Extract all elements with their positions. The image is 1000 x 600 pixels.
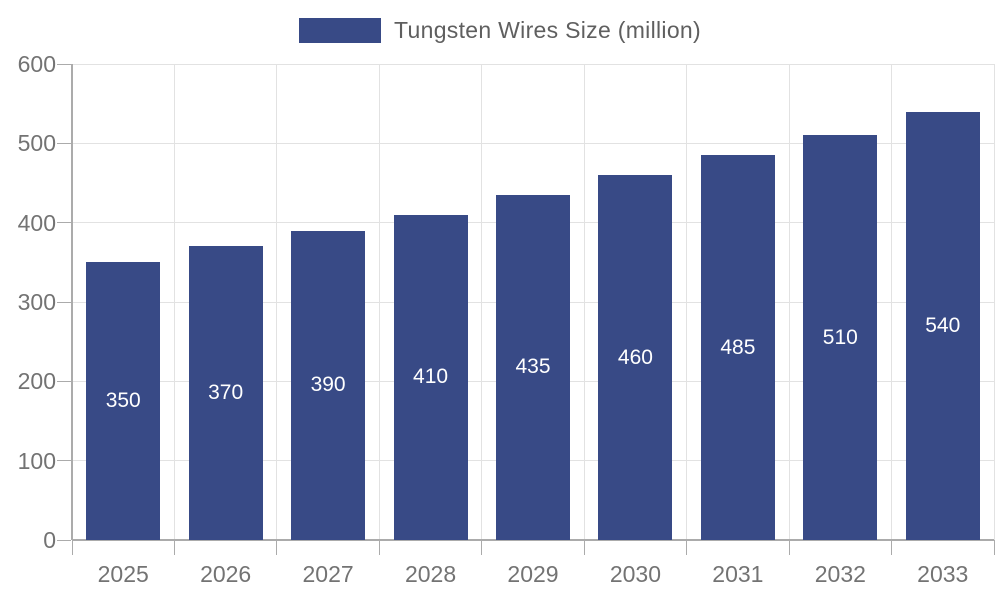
y-axis-tick xyxy=(57,222,71,224)
bar: 510 xyxy=(803,135,878,540)
gridline-vertical xyxy=(686,64,688,540)
bar: 540 xyxy=(905,111,980,540)
y-axis-tick xyxy=(57,63,71,65)
y-axis-tick xyxy=(57,460,71,462)
gridline-vertical xyxy=(481,64,483,540)
x-axis-tick xyxy=(173,540,175,555)
bar-value-label: 540 xyxy=(925,313,961,337)
bar-value-label: 485 xyxy=(720,335,756,359)
gridline-vertical xyxy=(276,64,278,540)
bar-value-label: 410 xyxy=(413,365,449,389)
gridline-vertical xyxy=(583,64,585,540)
x-tick-label: 2025 xyxy=(97,561,149,587)
bar: 410 xyxy=(393,214,468,540)
x-tick-label: 2031 xyxy=(712,561,764,587)
bar-value-label: 460 xyxy=(617,345,653,369)
legend[interactable]: Tungsten Wires Size (million) xyxy=(0,17,1000,44)
bar-value-label: 350 xyxy=(105,389,141,413)
bar-value-label: 435 xyxy=(515,355,551,379)
x-tick-label: 2030 xyxy=(609,561,662,587)
gridline-vertical xyxy=(993,64,995,540)
gridline-vertical xyxy=(891,64,893,540)
x-axis-tick xyxy=(583,540,585,555)
y-axis-line xyxy=(71,64,73,540)
gridline-vertical xyxy=(378,64,380,540)
bar: 370 xyxy=(188,246,263,540)
x-tick-label: 2029 xyxy=(507,561,559,587)
legend-swatch xyxy=(299,18,382,43)
gridline-vertical xyxy=(173,64,175,540)
x-tick-label: 2033 xyxy=(917,561,969,587)
bar: 435 xyxy=(496,194,570,540)
y-tick-label: 500 xyxy=(17,130,56,157)
x-axis-tick xyxy=(788,540,790,555)
y-tick-label: 300 xyxy=(17,289,56,315)
x-axis-tick xyxy=(276,540,278,555)
x-tick-label: 2028 xyxy=(404,561,457,587)
y-tick-label: 0 xyxy=(43,527,56,553)
x-axis-tick xyxy=(993,540,995,555)
plot-area: 0 100 200 300 400 500 600 350 2025 370 2026 390 2027… xyxy=(18,51,995,587)
y-tick-label: 100 xyxy=(17,447,56,474)
bar: 485 xyxy=(700,155,775,540)
bar-value-label: 370 xyxy=(208,381,244,405)
gridline-horizontal xyxy=(72,63,994,65)
x-axis-tick xyxy=(891,540,893,555)
x-axis-line xyxy=(72,539,994,541)
y-tick-label: 200 xyxy=(17,368,56,395)
y-tick-label: 400 xyxy=(17,209,56,236)
x-tick-label: 2032 xyxy=(814,561,866,587)
x-tick-label: 2026 xyxy=(200,561,252,587)
bar: 460 xyxy=(598,175,673,540)
legend-label: Tungsten Wires Size (million) xyxy=(394,17,701,43)
y-axis-tick xyxy=(57,142,71,144)
x-axis-tick xyxy=(686,540,688,555)
x-axis-tick xyxy=(378,540,380,555)
x-tick-label: 2027 xyxy=(302,561,354,587)
bar-value-label: 510 xyxy=(822,325,858,349)
bar: 350 xyxy=(86,262,161,540)
bar-value-label: 390 xyxy=(310,373,346,397)
y-axis-tick xyxy=(57,539,71,541)
y-axis-tick xyxy=(57,301,71,303)
x-axis-tick xyxy=(71,540,73,555)
y-axis-tick xyxy=(57,380,71,382)
gridline-vertical xyxy=(788,64,790,540)
bar: 390 xyxy=(291,230,366,540)
gridline-horizontal xyxy=(72,142,994,144)
y-tick-label: 600 xyxy=(17,51,56,77)
x-axis-tick xyxy=(481,540,483,555)
